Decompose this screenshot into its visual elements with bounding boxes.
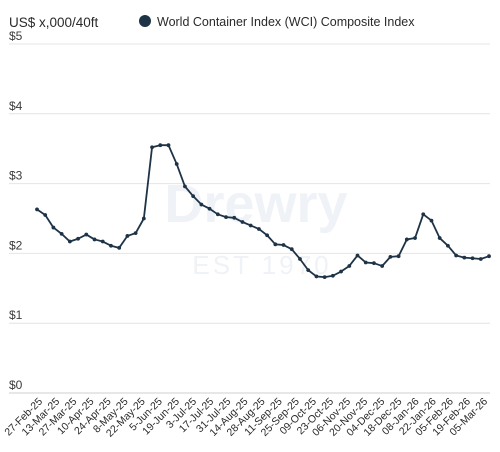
legend-marker xyxy=(139,15,151,27)
legend: World Container Index (WCI) Composite In… xyxy=(139,15,415,29)
y-tick-label: $1 xyxy=(9,308,23,322)
data-point xyxy=(462,255,467,260)
data-point xyxy=(240,220,245,224)
series-layer xyxy=(35,143,491,280)
data-point xyxy=(446,243,450,248)
data-point xyxy=(183,184,187,189)
data-point xyxy=(265,233,270,238)
data-point xyxy=(158,143,163,148)
data-point xyxy=(487,254,491,259)
data-point xyxy=(141,216,146,221)
data-point xyxy=(478,257,483,261)
y-axis-title: US$ x,000/40ft xyxy=(9,15,99,30)
data-point xyxy=(388,254,393,259)
data-point xyxy=(109,243,113,248)
data-point xyxy=(224,215,228,220)
data-point xyxy=(125,234,130,238)
data-point xyxy=(339,269,343,274)
data-point xyxy=(347,264,352,268)
y-tick-label: $5 xyxy=(9,29,23,43)
data-point xyxy=(43,213,48,217)
data-point xyxy=(314,274,319,279)
data-point xyxy=(322,275,327,280)
data-point xyxy=(306,268,311,273)
data-point xyxy=(256,227,261,231)
data-point xyxy=(404,237,409,242)
x-tick-labels: 27-Feb-2513-Mar-2527-Mar-2510-Apr-2524-A… xyxy=(2,396,490,440)
data-point xyxy=(330,273,335,278)
data-point xyxy=(35,207,39,212)
data-point xyxy=(117,245,122,250)
data-point xyxy=(396,254,401,259)
data-point xyxy=(273,242,278,247)
data-point xyxy=(133,231,138,236)
data-point xyxy=(421,212,426,217)
y-tick-label: $2 xyxy=(9,238,23,252)
data-point xyxy=(232,215,237,220)
data-point xyxy=(289,247,294,252)
watermark-brand: Drewry xyxy=(164,174,347,234)
y-tick-label: $0 xyxy=(9,378,23,392)
data-point xyxy=(298,257,302,261)
legend-label: World Container Index (WCI) Composite In… xyxy=(157,15,415,29)
y-tick-labels: $0 $1 $2 $3 $4 $5 xyxy=(9,29,23,392)
watermark-est: EST 1970 xyxy=(192,250,331,280)
data-point xyxy=(429,218,434,223)
data-point xyxy=(470,256,475,261)
data-point xyxy=(380,264,385,268)
data-point xyxy=(92,237,97,242)
data-point xyxy=(437,236,442,240)
data-point xyxy=(363,260,368,265)
data-point xyxy=(248,223,253,228)
grid-layer xyxy=(9,43,490,394)
data-point xyxy=(215,212,220,217)
data-point xyxy=(100,239,105,244)
data-point xyxy=(67,239,72,244)
data-point xyxy=(174,162,179,166)
data-point xyxy=(191,194,196,199)
data-point xyxy=(51,225,56,230)
data-point xyxy=(150,145,154,150)
data-point xyxy=(372,261,376,266)
data-point xyxy=(59,231,64,236)
y-tick-label: $3 xyxy=(9,169,23,183)
data-point xyxy=(84,232,89,237)
data-point xyxy=(454,253,459,258)
data-point xyxy=(207,206,212,211)
data-point xyxy=(355,253,360,258)
y-tick-label: $4 xyxy=(9,99,23,113)
data-point xyxy=(281,243,286,247)
data-point xyxy=(166,143,171,148)
data-point xyxy=(199,202,204,207)
data-point xyxy=(76,236,80,241)
data-point xyxy=(413,236,417,240)
